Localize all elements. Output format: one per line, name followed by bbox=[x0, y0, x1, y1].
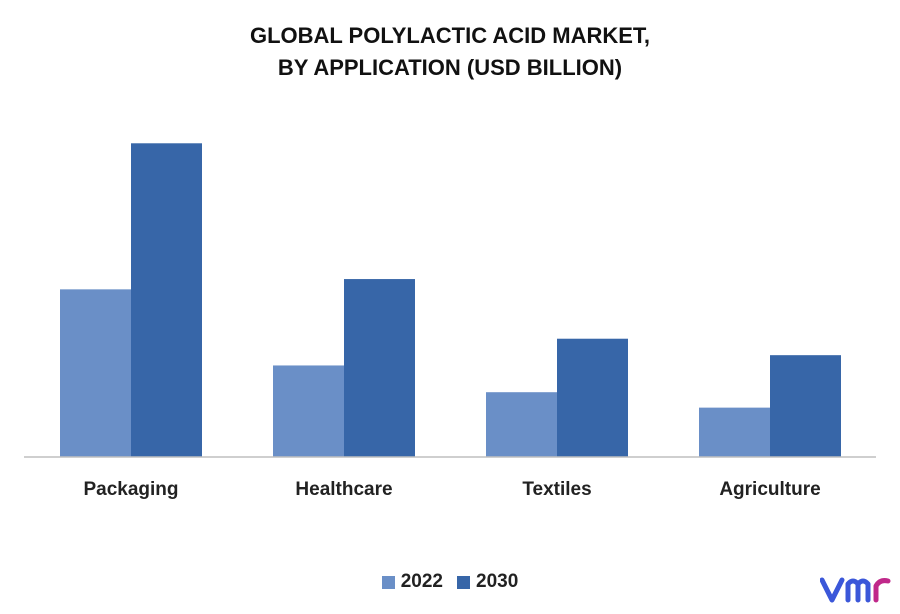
bar-agriculture-2022 bbox=[699, 407, 770, 457]
bar-packaging-2030 bbox=[131, 143, 202, 458]
bars-group bbox=[60, 143, 841, 458]
bar-textiles-2022 bbox=[486, 392, 557, 457]
category-label-agriculture: Agriculture bbox=[719, 479, 820, 500]
bar-healthcare-2030 bbox=[344, 279, 415, 457]
legend-label-2022: 2022 bbox=[400, 571, 443, 592]
chart-title-line-2: BY APPLICATION (USD BILLION) bbox=[277, 55, 623, 80]
legend-swatch-2030 bbox=[457, 575, 470, 589]
category-label-healthcare: Healthcare bbox=[295, 479, 392, 500]
bar-agriculture-2030 bbox=[770, 355, 841, 457]
bar-textiles-2030 bbox=[557, 338, 628, 457]
category-labels: Packaging Healthcare Textiles Agriculture bbox=[83, 479, 820, 500]
category-label-textiles: Textiles bbox=[522, 479, 591, 500]
bar-healthcare-2022 bbox=[273, 365, 344, 457]
category-label-packaging: Packaging bbox=[83, 479, 178, 500]
vmr-logo: vmr bbox=[820, 577, 891, 603]
bar-packaging-2022 bbox=[60, 289, 131, 457]
legend: 2022 2030 bbox=[0, 571, 900, 593]
legend-item-2022: 2022 bbox=[381, 571, 443, 593]
chart-title-line-1: GLOBAL POLYLACTIC ACID MARKET, bbox=[249, 23, 651, 48]
legend-swatch-2022 bbox=[381, 575, 395, 589]
legend-label-2030: 2030 bbox=[476, 571, 519, 592]
legend-item-2030: 2030 bbox=[457, 571, 518, 593]
chart-title: GLOBAL POLYLACTIC ACID MARKET, BY APPLIC… bbox=[0, 20, 900, 84]
